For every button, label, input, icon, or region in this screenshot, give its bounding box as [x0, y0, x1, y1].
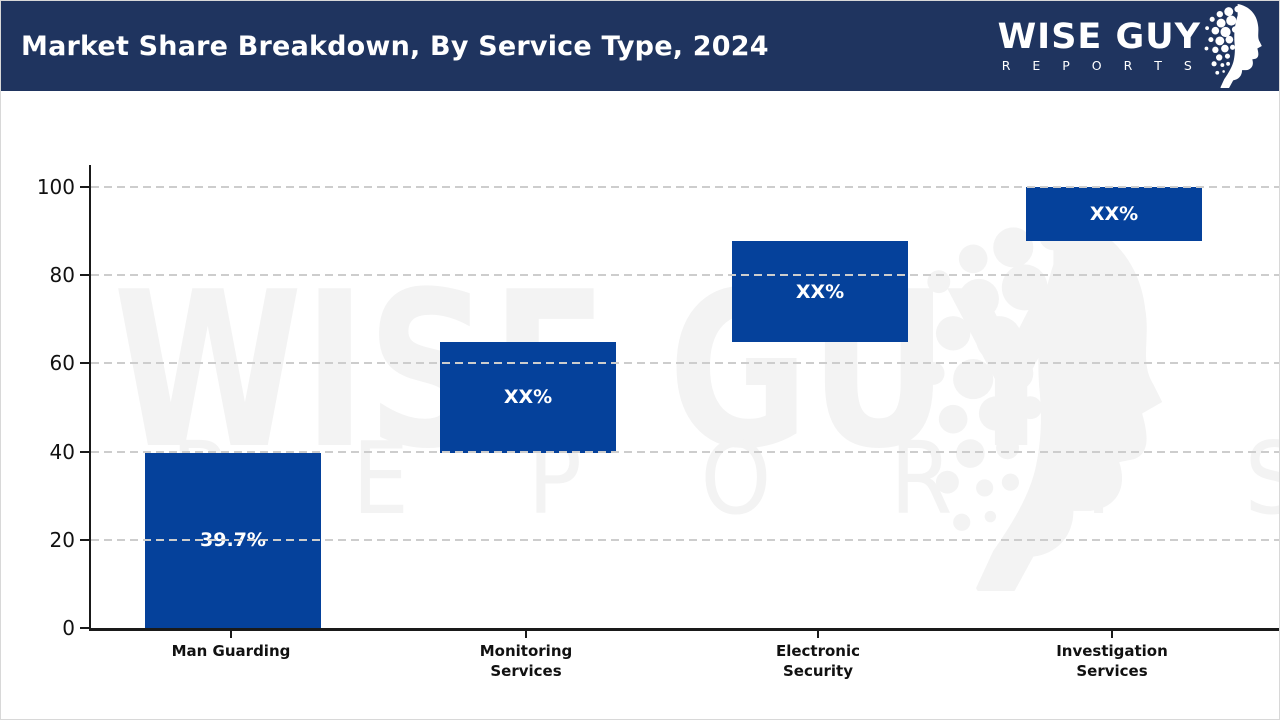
y-tick-mark	[80, 627, 89, 629]
x-tick-label: Electronic Security	[775, 642, 861, 680]
y-tick-mark	[80, 274, 89, 277]
y-tick-label: 40	[49, 439, 75, 464]
x-tick-mark	[817, 631, 819, 638]
gridline	[91, 274, 1279, 277]
bar-value-label: XX%	[795, 280, 845, 303]
y-tick-mark	[80, 362, 89, 365]
y-tick-mark	[80, 538, 89, 541]
bar-value-label: XX%	[1089, 203, 1139, 226]
x-tick-mark	[525, 631, 527, 638]
bar-3: XX%	[732, 241, 908, 342]
bar-value-label: XX%	[503, 386, 553, 409]
y-tick-label: 0	[62, 616, 75, 640]
x-tick-label: Monitoring Services	[479, 642, 573, 680]
gridline	[91, 186, 1279, 188]
y-tick-label: 20	[49, 527, 75, 552]
brand-logo: WISE GUY R E P O R T S	[998, 4, 1279, 88]
logo-wordmark: WISE GUY R E P O R T S	[997, 16, 1201, 73]
y-tick-mark	[80, 450, 89, 453]
x-tick-label: Man Guarding	[171, 642, 291, 660]
logo-wordmark-bottom: R E P O R T S	[1001, 57, 1201, 73]
y-tick-mark	[80, 186, 89, 188]
x-tick-label: Investigation Services	[1056, 642, 1168, 680]
y-tick-label: 100	[36, 175, 75, 199]
header: Market Share Breakdown, By Service Type,…	[1, 1, 1279, 91]
bar-2: XX%	[440, 341, 616, 453]
logo-wordmark-top: WISE GUY	[997, 16, 1201, 57]
y-tick-label: 80	[49, 263, 75, 288]
y-tick-label: 60	[49, 351, 75, 376]
gridline	[91, 362, 1279, 365]
logo-head-icon	[1204, 4, 1262, 88]
x-tick-mark	[230, 631, 232, 638]
gridline	[91, 538, 1279, 541]
plot-area: 39.7% XX% XX% XX%	[89, 165, 1279, 631]
bar-4: XX%	[1026, 187, 1202, 242]
gridline	[91, 450, 1279, 453]
page-title: Market Share Breakdown, By Service Type,…	[21, 30, 769, 62]
x-tick-mark	[1111, 631, 1113, 638]
